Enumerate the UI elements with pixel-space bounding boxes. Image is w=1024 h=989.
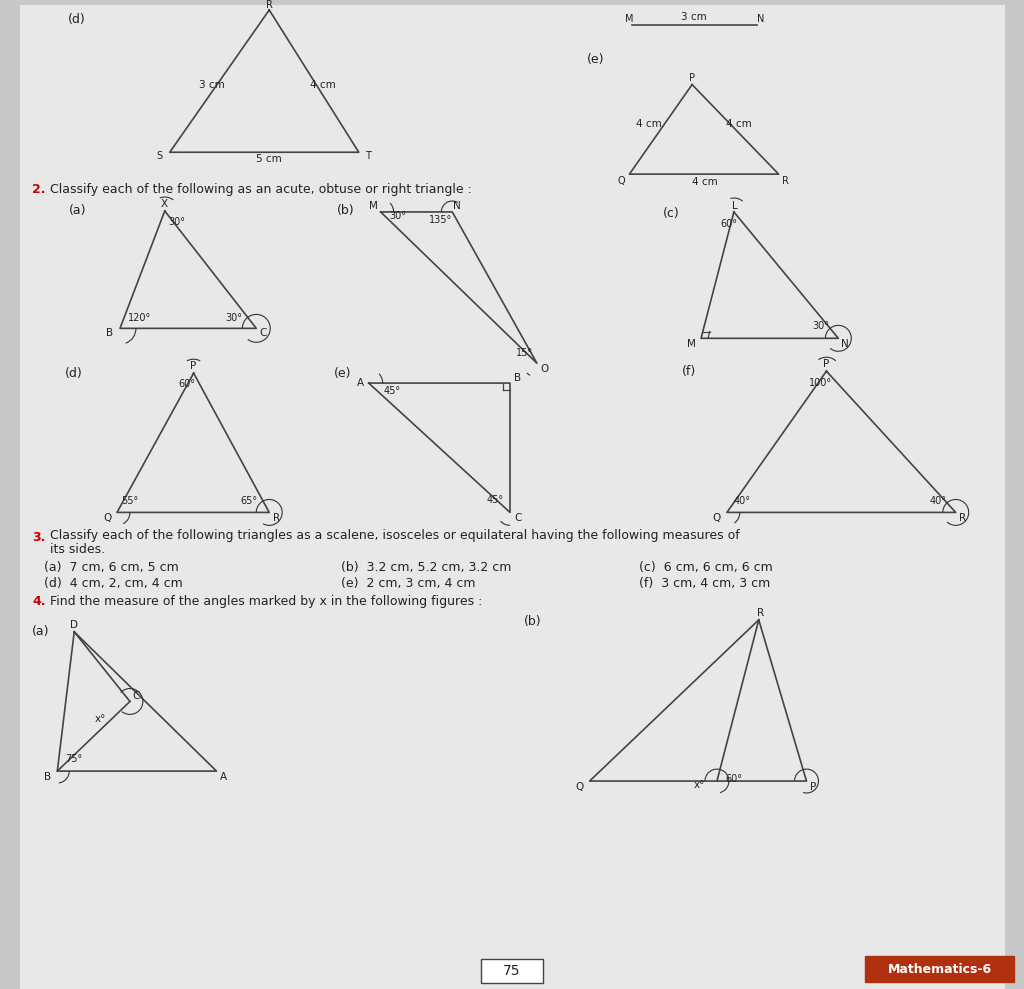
Text: (f)  3 cm, 4 cm, 3 cm: (f) 3 cm, 4 cm, 3 cm <box>639 577 771 589</box>
Text: L: L <box>732 201 737 211</box>
Text: (d): (d) <box>66 367 83 380</box>
Text: Classify each of the following triangles as a scalene, isosceles or equilateral : Classify each of the following triangles… <box>50 529 740 542</box>
FancyBboxPatch shape <box>481 959 543 983</box>
Text: 3 cm: 3 cm <box>199 79 224 90</box>
Text: (a): (a) <box>32 625 49 638</box>
Text: 30°: 30° <box>812 321 829 331</box>
Text: (a): (a) <box>69 205 86 218</box>
Text: R: R <box>266 0 272 10</box>
Text: 45°: 45° <box>486 495 504 505</box>
Text: 60°: 60° <box>721 219 737 228</box>
Text: (a)  7 cm, 6 cm, 5 cm: (a) 7 cm, 6 cm, 5 cm <box>44 561 179 574</box>
Text: 60°: 60° <box>725 774 742 784</box>
Text: Classify each of the following as an acute, obtuse or right triangle :: Classify each of the following as an acu… <box>50 183 472 196</box>
Text: C: C <box>259 328 267 338</box>
Text: 120°: 120° <box>128 314 152 323</box>
Text: 65°: 65° <box>241 496 258 506</box>
Text: R: R <box>959 513 967 523</box>
Text: 2.: 2. <box>33 183 46 196</box>
Text: 55°: 55° <box>121 496 138 506</box>
Text: 30°: 30° <box>168 217 185 226</box>
Text: 4 cm: 4 cm <box>310 79 336 90</box>
Text: (d): (d) <box>69 14 86 27</box>
Text: (e): (e) <box>334 367 351 380</box>
Text: x°: x° <box>94 714 105 724</box>
Text: X: X <box>160 199 167 209</box>
Text: B: B <box>514 373 521 383</box>
Text: Q: Q <box>103 513 112 523</box>
Text: (e): (e) <box>587 53 604 66</box>
Text: 30°: 30° <box>225 314 242 323</box>
Text: (b)  3.2 cm, 5.2 cm, 3.2 cm: (b) 3.2 cm, 5.2 cm, 3.2 cm <box>341 561 511 574</box>
Text: R: R <box>757 608 764 618</box>
Text: 3.: 3. <box>33 531 46 544</box>
Text: P: P <box>689 72 695 83</box>
Text: M: M <box>626 14 634 24</box>
Text: its sides.: its sides. <box>50 543 105 556</box>
Text: P: P <box>190 361 197 371</box>
Text: N: N <box>842 339 849 349</box>
Text: R: R <box>272 513 280 523</box>
Text: 75: 75 <box>503 964 521 978</box>
Text: B: B <box>106 328 114 338</box>
Text: (c): (c) <box>663 208 680 221</box>
Text: B: B <box>44 772 51 782</box>
Text: N: N <box>454 201 461 211</box>
Text: (b): (b) <box>524 615 542 628</box>
Text: 75°: 75° <box>66 755 83 764</box>
Text: 4.: 4. <box>33 595 46 608</box>
Text: R: R <box>782 176 790 186</box>
Text: Q: Q <box>575 782 584 792</box>
Text: Find the measure of the angles marked by x in the following figures :: Find the measure of the angles marked by… <box>50 595 482 608</box>
Text: (d)  4 cm, 2, cm, 4 cm: (d) 4 cm, 2, cm, 4 cm <box>44 577 183 589</box>
Text: P: P <box>810 782 816 792</box>
Text: T: T <box>365 151 371 161</box>
Text: 4 cm: 4 cm <box>637 120 663 130</box>
Text: M: M <box>370 201 378 211</box>
Text: 15°: 15° <box>516 348 534 358</box>
Text: (b): (b) <box>337 205 354 218</box>
Text: 135°: 135° <box>429 215 452 225</box>
Text: 4 cm: 4 cm <box>692 177 718 187</box>
Text: 4 cm: 4 cm <box>726 120 752 130</box>
Text: (e)  2 cm, 3 cm, 4 cm: (e) 2 cm, 3 cm, 4 cm <box>341 577 475 589</box>
Text: x°: x° <box>693 780 705 790</box>
Text: 100°: 100° <box>809 378 831 388</box>
Text: 60°: 60° <box>178 379 196 389</box>
Text: Q: Q <box>617 176 626 186</box>
Text: P: P <box>823 359 829 369</box>
Text: A: A <box>357 378 365 388</box>
Text: Mathematics-6: Mathematics-6 <box>888 962 992 975</box>
Text: Q: Q <box>713 513 721 523</box>
Text: S: S <box>157 151 163 161</box>
Text: A: A <box>220 772 227 782</box>
Text: 40°: 40° <box>930 496 946 506</box>
Text: 3 cm: 3 cm <box>681 12 707 22</box>
Text: O: O <box>541 364 549 374</box>
Text: C: C <box>514 513 521 523</box>
Text: (c)  6 cm, 6 cm, 6 cm: (c) 6 cm, 6 cm, 6 cm <box>639 561 773 574</box>
Text: (f): (f) <box>682 365 696 378</box>
Text: C: C <box>132 691 139 701</box>
Text: 40°: 40° <box>733 496 751 506</box>
Text: D: D <box>71 620 78 630</box>
Text: M: M <box>687 339 695 349</box>
Text: 5 cm: 5 cm <box>256 154 282 164</box>
Text: N: N <box>757 14 765 24</box>
Text: 30°: 30° <box>389 211 407 221</box>
Text: 45°: 45° <box>384 386 401 396</box>
FancyBboxPatch shape <box>865 956 1015 982</box>
